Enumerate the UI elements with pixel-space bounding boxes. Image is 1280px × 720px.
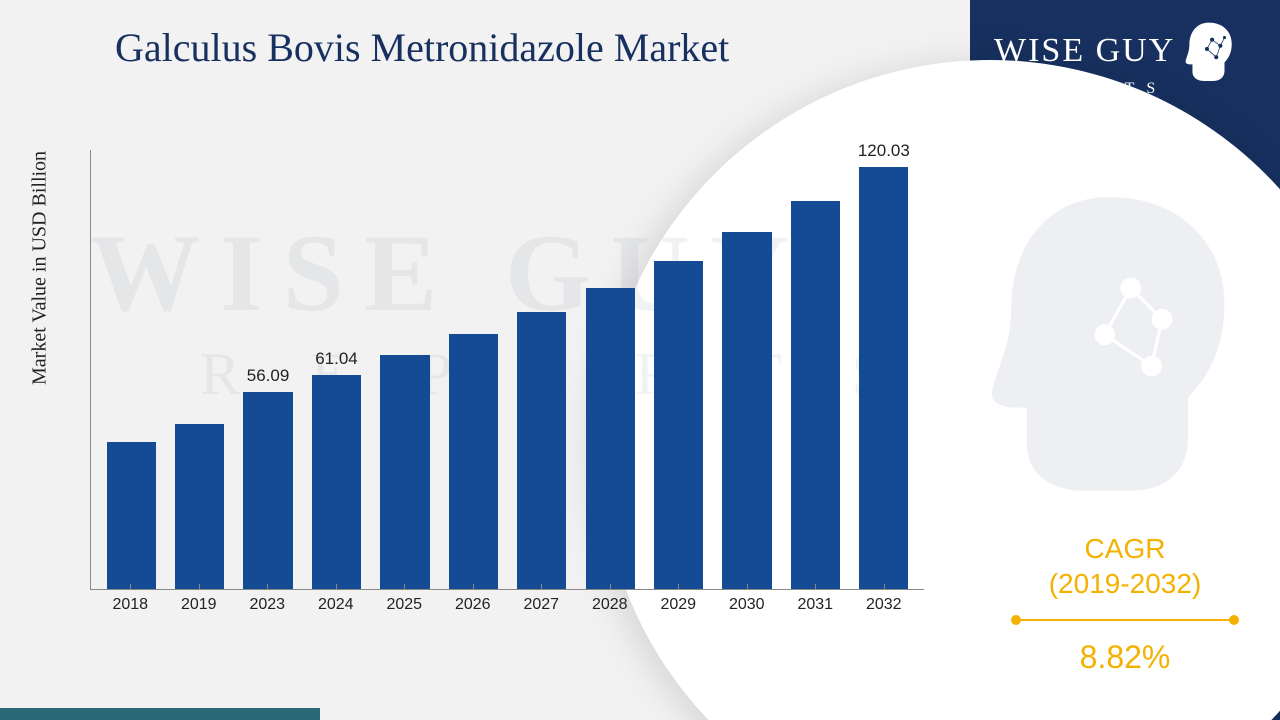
x-tick: 2018 [96, 590, 165, 620]
bottom-accent-bar [0, 708, 320, 720]
cagr-divider [1016, 619, 1234, 621]
bar [107, 442, 156, 590]
bar-wrap [97, 150, 165, 589]
logo-main-row: WISE GUY [994, 20, 1254, 82]
x-tick: 2028 [576, 590, 645, 620]
logo: WISE GUY REPORTS [994, 20, 1254, 110]
cagr-label: CAGR (2019-2032) [1010, 531, 1240, 601]
bar [449, 334, 498, 589]
bar-wrap [439, 150, 507, 589]
logo-head-icon [1181, 20, 1237, 82]
bar-wrap: 61.04 [302, 150, 370, 589]
bar-wrap [576, 150, 644, 589]
bar-wrap: 120.03 [850, 150, 918, 589]
bar-value-label: 56.09 [247, 366, 290, 386]
bar-wrap: 56.09 [234, 150, 302, 589]
logo-text-main: WISE GUY [994, 32, 1175, 70]
cagr-block: CAGR (2019-2032) 8.82% [1010, 531, 1240, 676]
bar-wrap [713, 150, 781, 589]
cagr-value: 8.82% [1010, 639, 1240, 676]
x-tick: 2029 [644, 590, 713, 620]
bar-wrap [644, 150, 712, 589]
chart-title: Galculus Bovis Metronidazole Market [115, 24, 729, 71]
bar-wrap [781, 150, 849, 589]
logo-text-sub: REPORTS [1014, 80, 1254, 98]
x-ticks: 2018201920232024202520262027202820292030… [90, 590, 924, 620]
x-tick: 2031 [781, 590, 850, 620]
x-tick: 2023 [233, 590, 302, 620]
x-tick: 2030 [713, 590, 782, 620]
x-tick: 2019 [165, 590, 234, 620]
x-tick: 2026 [439, 590, 508, 620]
bar [380, 355, 429, 589]
x-tick: 2032 [850, 590, 919, 620]
plot: 56.09 61.04 120.03 [90, 150, 924, 590]
cagr-label-line2: (2019-2032) [1049, 568, 1202, 599]
bar-wrap [165, 150, 233, 589]
x-tick: 2027 [507, 590, 576, 620]
y-axis-label: Market Value in USD Billion [29, 151, 52, 385]
chart-area: Market Value in USD Billion 56.0961.0412… [44, 150, 924, 620]
bar [243, 392, 292, 589]
bar [175, 424, 224, 589]
bar [586, 288, 635, 589]
x-tick: 2024 [302, 590, 371, 620]
x-tick: 2025 [370, 590, 439, 620]
bar-value-label: 61.04 [315, 349, 358, 369]
bar [722, 232, 771, 589]
bar [517, 312, 566, 589]
bar-wrap [508, 150, 576, 589]
bar [791, 201, 840, 589]
bars-container: 56.09 61.04 120.03 [91, 150, 924, 589]
bar [654, 261, 703, 589]
page-root: WISE GUY R E P O R T S Galculus Bovis Me… [0, 0, 1280, 720]
bar-value-label: 120.03 [858, 141, 910, 161]
cagr-label-line1: CAGR [1085, 533, 1166, 564]
bar-wrap [371, 150, 439, 589]
bar [312, 375, 361, 589]
bar [859, 167, 908, 589]
